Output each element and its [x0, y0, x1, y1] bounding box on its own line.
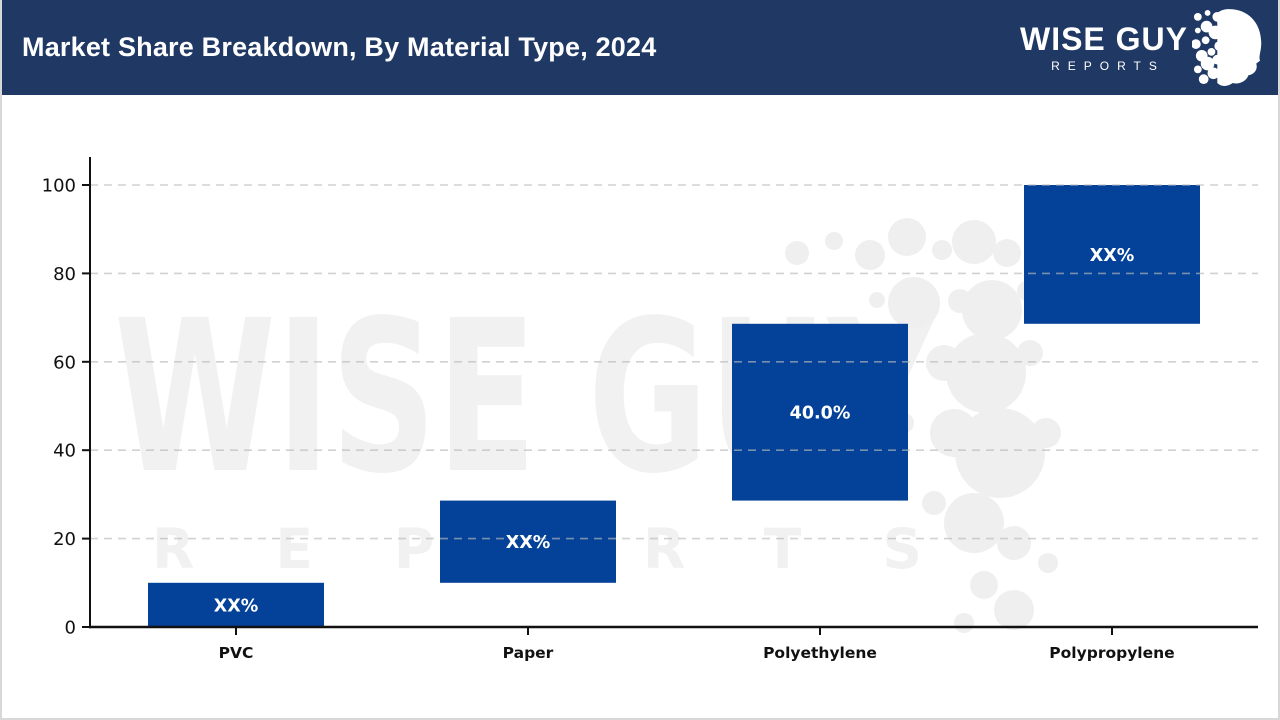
watermark-dot	[946, 333, 1026, 413]
bar-pvc	[148, 582, 324, 627]
bar-polypropylene	[1024, 185, 1200, 324]
header: Market Share Breakdown, By Material Type…	[2, 0, 1278, 95]
y-tick-label: 100	[42, 176, 76, 197]
y-tick-label: 20	[53, 529, 76, 550]
bar-value-label: XX%	[214, 596, 259, 616]
x-tick-label: Polyethylene	[763, 644, 877, 662]
bar-value-label: XX%	[506, 533, 551, 553]
watermark-dot	[993, 239, 1021, 267]
watermark-dot	[952, 220, 996, 264]
bar-labels: XX% XX% 40.0% XX%	[214, 246, 1135, 617]
axes: 0 20 40 60 80 100 PVC Paper Polyethylene Polyprop…	[42, 157, 1258, 662]
wise-guy-logo: WISE GUY REPORTS	[1020, 7, 1264, 89]
logo-text: WISE GUY REPORTS	[1020, 23, 1188, 73]
bar-value-label: XX%	[1090, 246, 1135, 266]
logo-wiseguy-label: WISE GUY	[1019, 20, 1188, 57]
watermark-dot	[922, 491, 946, 515]
y-tick-label: 60	[53, 352, 76, 373]
watermark-dot	[855, 240, 885, 270]
x-tick-label: Paper	[503, 644, 554, 662]
logo-reports-label: REPORTS	[1051, 58, 1165, 73]
watermark-dot	[932, 240, 952, 260]
x-tick-label: PVC	[219, 644, 254, 662]
bar-paper	[440, 500, 616, 583]
watermark-dot	[955, 408, 1045, 498]
chart-area: WISE GUYREPORTS020406080100PVCPaperPolye…	[2, 95, 1278, 718]
watermark-dot	[1031, 418, 1061, 448]
watermark-dot	[888, 277, 940, 329]
x-tick-label: Polypropylene	[1049, 644, 1174, 662]
watermark-dot	[944, 493, 1004, 553]
watermark-dot	[825, 232, 843, 250]
y-tick-label: 40	[53, 441, 76, 462]
bar-value-label: 40.0%	[790, 404, 851, 424]
page-title: Market Share Breakdown, By Material Type…	[22, 32, 657, 62]
watermark-dot	[962, 280, 1022, 340]
face-dots-icon	[1192, 8, 1262, 86]
watermark-dot	[954, 613, 974, 633]
bars	[148, 185, 1200, 627]
watermark-dot	[1038, 553, 1058, 573]
y-tick-label: 0	[65, 618, 76, 639]
watermark-dot	[785, 241, 809, 265]
watermark-dot	[869, 292, 885, 308]
watermark-dot	[1017, 340, 1043, 366]
watermark-dot	[970, 571, 998, 599]
watermark-dot	[997, 526, 1031, 560]
y-tick-label: 80	[53, 264, 76, 285]
watermark-dot	[888, 218, 926, 256]
waterfall-chart: WISE GUYREPORTS020406080100PVCPaperPolye…	[42, 157, 1258, 662]
watermark-dot	[994, 590, 1034, 630]
bar-polyethylene	[732, 323, 908, 501]
